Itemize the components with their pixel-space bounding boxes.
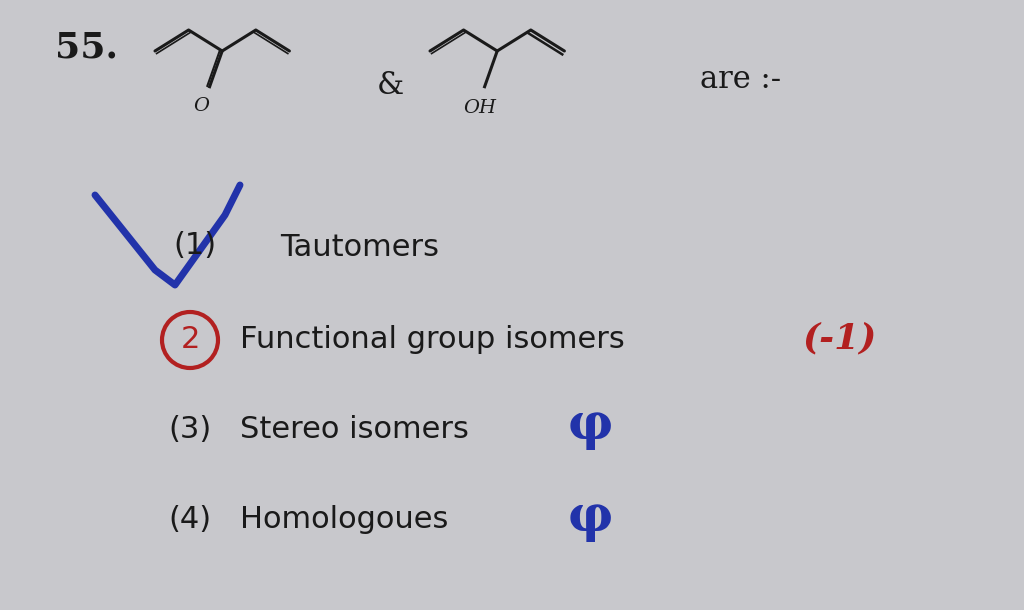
Text: 2: 2 [180, 326, 200, 354]
Text: OH: OH [463, 99, 496, 117]
Text: &: & [377, 70, 403, 101]
Text: (4): (4) [168, 506, 212, 534]
Text: Stereo isomers: Stereo isomers [240, 415, 469, 445]
Text: (3): (3) [168, 415, 212, 445]
Text: Homologoues: Homologoues [240, 506, 449, 534]
Text: O: O [194, 97, 210, 115]
Text: Functional group isomers: Functional group isomers [240, 326, 625, 354]
Text: 55.: 55. [55, 31, 118, 65]
Text: (-1): (-1) [803, 321, 878, 355]
Text: (1): (1) [173, 231, 216, 259]
Text: are :-: are :- [700, 65, 781, 96]
Text: Tautomers: Tautomers [280, 232, 439, 262]
Text: φ: φ [567, 493, 612, 542]
Text: φ: φ [567, 401, 612, 450]
